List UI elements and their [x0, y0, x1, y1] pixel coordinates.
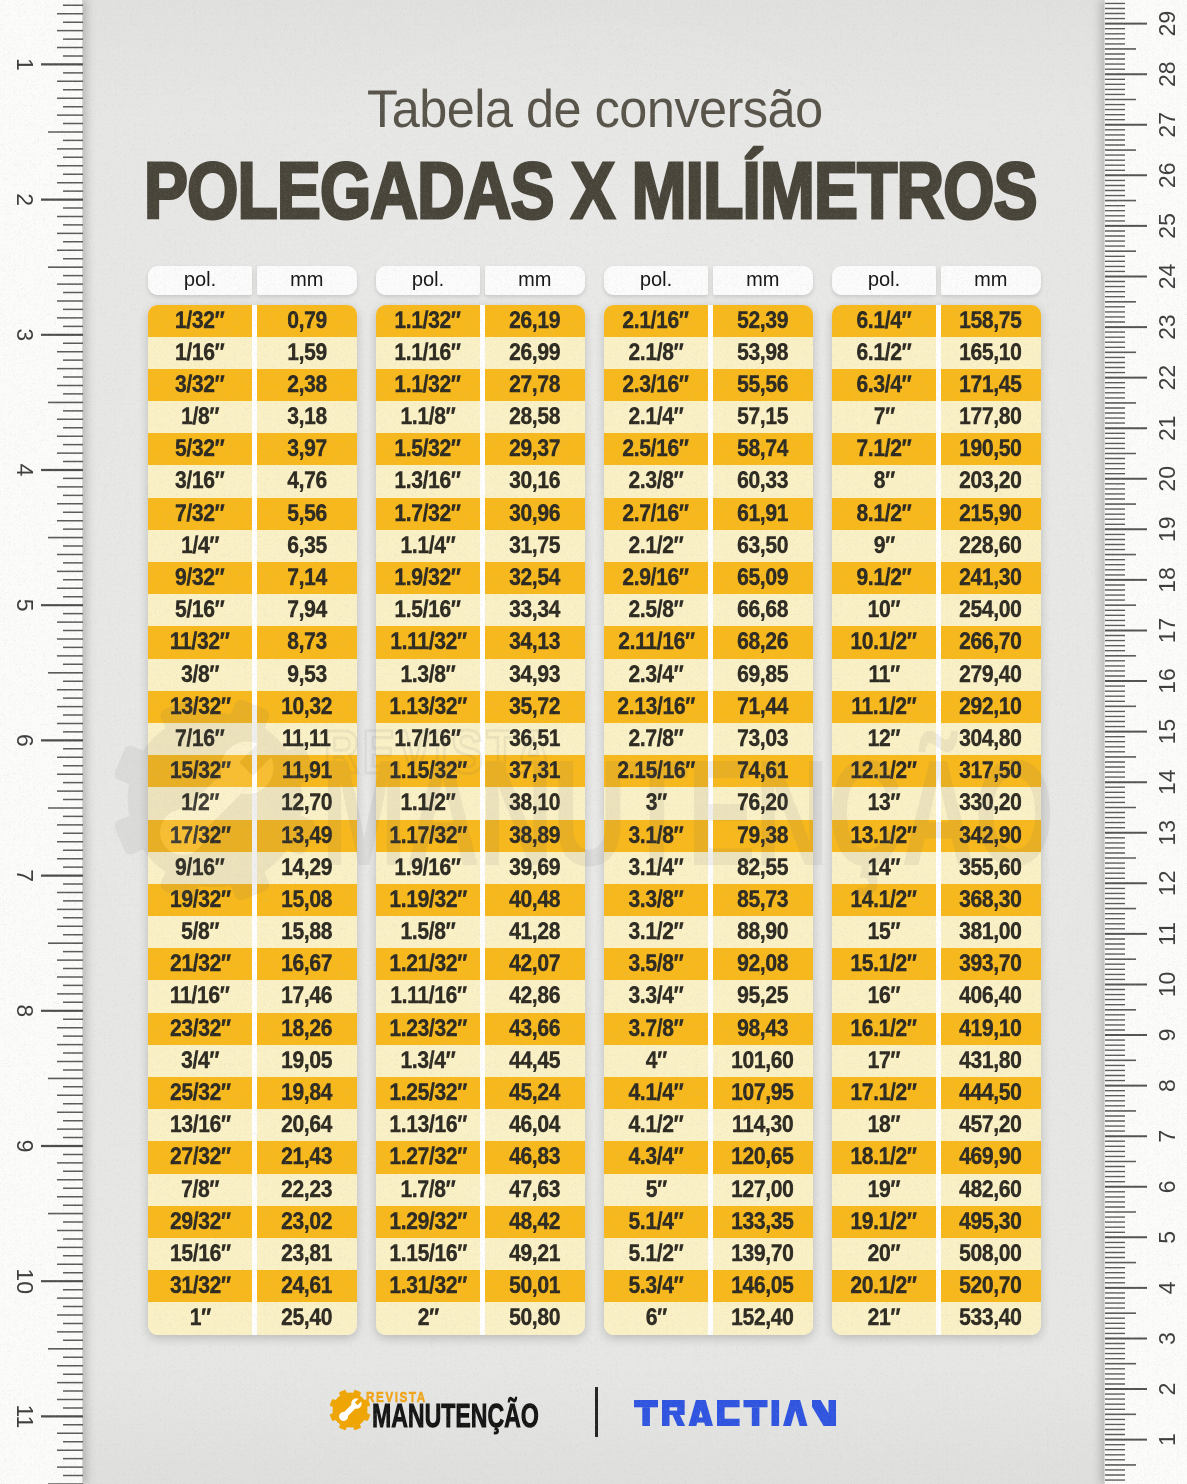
svg-text:6: 6 [1154, 1180, 1180, 1193]
svg-text:22: 22 [1154, 365, 1180, 391]
svg-text:5: 5 [12, 599, 38, 612]
svg-text:8: 8 [1154, 1079, 1180, 1092]
svg-text:10: 10 [12, 1268, 38, 1294]
svg-text:17: 17 [1154, 618, 1180, 644]
svg-text:12: 12 [1154, 871, 1180, 897]
svg-text:26: 26 [1154, 163, 1180, 189]
svg-text:25: 25 [1154, 213, 1180, 239]
svg-text:18: 18 [1154, 567, 1180, 593]
svg-text:1: 1 [1154, 1433, 1180, 1446]
svg-text:11: 11 [12, 1404, 38, 1428]
svg-text:9: 9 [1154, 1029, 1180, 1042]
svg-text:4: 4 [1154, 1281, 1180, 1294]
svg-text:2: 2 [1154, 1383, 1180, 1396]
svg-text:20: 20 [1154, 466, 1180, 492]
svg-text:7: 7 [1154, 1130, 1180, 1143]
svg-text:29: 29 [1154, 11, 1180, 37]
svg-text:15: 15 [1154, 719, 1180, 745]
svg-text:1: 1 [12, 58, 38, 71]
svg-text:24: 24 [1154, 264, 1180, 290]
svg-text:10: 10 [1154, 972, 1180, 998]
svg-text:19: 19 [1154, 517, 1180, 543]
svg-text:13: 13 [1154, 820, 1180, 846]
svg-text:28: 28 [1154, 61, 1180, 87]
svg-text:7: 7 [12, 869, 38, 882]
svg-text:14: 14 [1154, 769, 1180, 795]
svg-text:8: 8 [12, 1004, 38, 1017]
svg-text:16: 16 [1154, 668, 1180, 694]
svg-text:5: 5 [1154, 1231, 1180, 1244]
svg-text:11: 11 [1154, 922, 1180, 946]
svg-text:27: 27 [1154, 112, 1180, 138]
svg-text:2: 2 [12, 193, 38, 206]
svg-text:3: 3 [12, 328, 38, 341]
svg-text:21: 21 [1154, 415, 1180, 441]
svg-text:3: 3 [1154, 1332, 1180, 1345]
svg-text:6: 6 [12, 734, 38, 747]
svg-text:9: 9 [12, 1140, 38, 1153]
svg-text:4: 4 [12, 464, 38, 477]
svg-text:23: 23 [1154, 314, 1180, 340]
